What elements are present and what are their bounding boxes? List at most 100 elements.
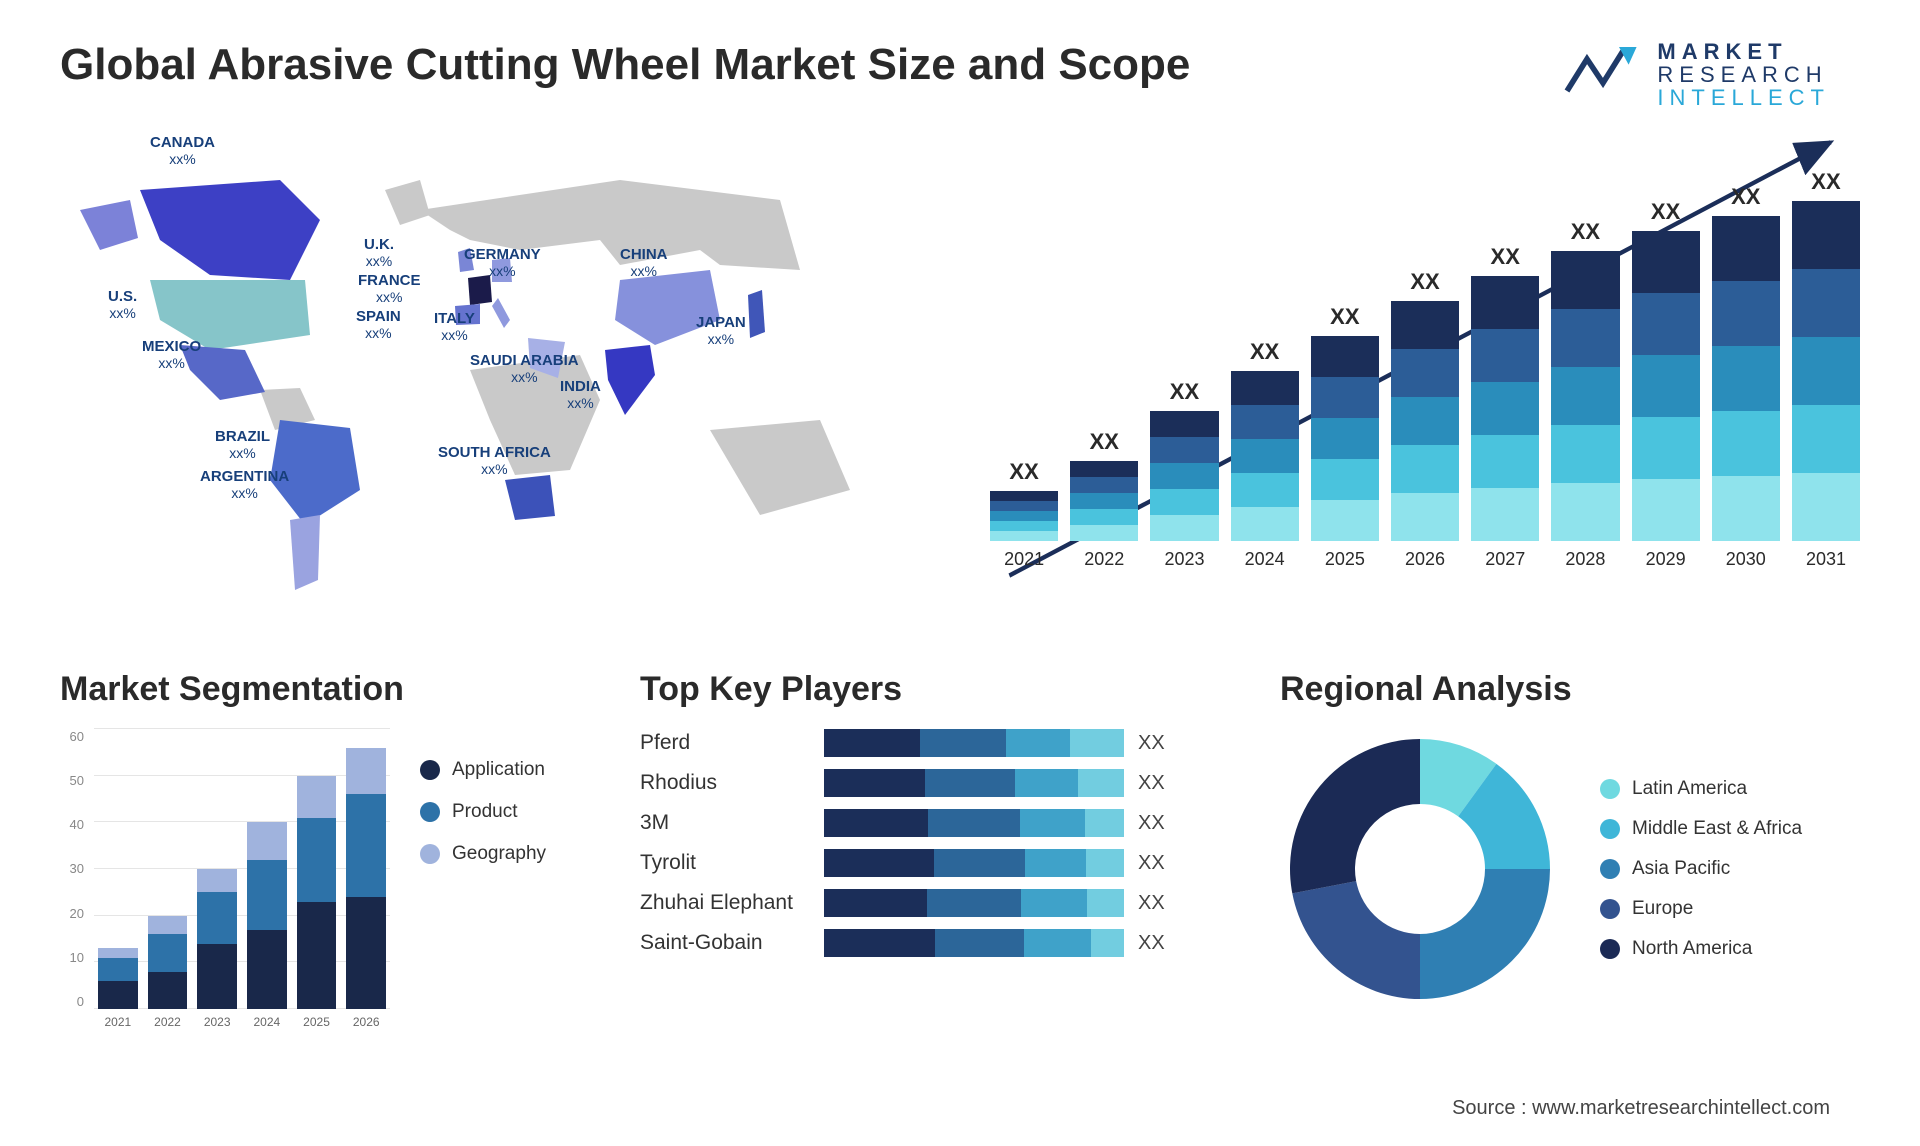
player-segment [1086,849,1124,877]
region-legend-item: Middle East & Africa [1600,818,1802,840]
forecast-value-label: XX [1009,459,1038,485]
player-segment [935,929,1024,957]
forecast-year-label: 2025 [1325,549,1365,570]
forecast-segment [1070,477,1138,493]
seg-segment [98,958,138,981]
player-segment [1024,929,1091,957]
forecast-segment [1712,346,1780,411]
player-row-zhuhai-elephant: Zhuhai Elephant XX [640,889,1200,917]
forecast-segment [1231,371,1299,405]
seg-year-label: 2025 [297,1015,337,1029]
seg-segment [346,794,386,897]
forecast-segment [990,531,1058,541]
forecast-segment [1792,405,1860,473]
country-italy [492,298,510,328]
donut-slice-asia-pacific [1420,869,1550,999]
seg-bar-2025 [297,776,337,1009]
legend-label: Product [452,801,517,823]
player-segment [824,889,927,917]
forecast-segment [1231,439,1299,473]
player-name: Tyrolit [640,851,810,875]
legend-label: Middle East & Africa [1632,818,1802,840]
legend-dot [420,802,440,822]
forecast-year-label: 2031 [1806,549,1846,570]
legend-label: Application [452,759,545,781]
player-segment [1070,729,1124,757]
region-legend-item: Europe [1600,898,1802,920]
country-japan [748,290,765,338]
seg-segment [247,930,287,1009]
seg-segment [98,948,138,957]
player-value: XX [1138,892,1165,915]
player-row-pferd: PferdXX [640,729,1200,757]
country-sa [505,475,555,520]
forecast-bar-2021: XX2021 [990,459,1058,570]
player-name: 3M [640,811,810,835]
forecast-segment [1311,500,1379,541]
player-name: Pferd [640,731,810,755]
country-alaska [80,200,138,250]
map-label-spain: SPAINxx% [356,308,401,343]
forecast-segment [1150,411,1218,437]
map-label-argentina: ARGENTINAxx% [200,468,289,503]
seg-segment [247,822,287,859]
legend-dot [1600,819,1620,839]
region-legend-item: Latin America [1600,778,1802,800]
seg-segment [297,818,337,902]
forecast-segment [1632,417,1700,479]
map-label-u.k.: U.K.xx% [364,236,394,271]
player-row-rhodius: RhodiusXX [640,769,1200,797]
forecast-value-label: XX [1250,339,1279,365]
map-landmass [710,420,850,515]
forecast-value-label: XX [1491,244,1520,270]
forecast-segment [1792,269,1860,337]
player-name: Zhuhai Elephant [640,891,810,915]
legend-dot [420,844,440,864]
forecast-segment [1471,435,1539,488]
forecast-segment [1471,276,1539,329]
players-section: Top Key Players PferdXXRhodiusXX3MXXTyro… [640,670,1200,1029]
player-segment [925,769,1015,797]
seg-year-label: 2024 [247,1015,287,1029]
player-bar [824,729,1124,757]
source-text: Source : www.marketresearchintellect.com [1452,1097,1830,1120]
forecast-bar-2029: XX2029 [1632,199,1700,570]
legend-label: Latin America [1632,778,1747,800]
forecast-segment [1311,377,1379,418]
forecast-segment [1311,459,1379,500]
forecast-year-label: 2027 [1485,549,1525,570]
country-india [605,345,655,415]
regional-donut [1280,729,1560,1009]
forecast-bar-2025: XX2025 [1311,304,1379,570]
forecast-segment [1471,329,1539,382]
player-bar [824,809,1124,837]
player-bar [824,769,1124,797]
player-segment [824,729,920,757]
forecast-segment [1632,479,1700,541]
forecast-value-label: XX [1410,269,1439,295]
forecast-segment [1632,355,1700,417]
seg-bar-2023 [197,869,237,1009]
brand-logo: MARKET RESEARCH INTELLECT [1563,40,1830,109]
map-label-italy: ITALYxx% [434,310,475,345]
forecast-value-label: XX [1811,169,1840,195]
country-argentina [290,515,320,590]
logo-line3: INTELLECT [1657,86,1830,109]
seg-year-label: 2021 [98,1015,138,1029]
forecast-segment [1792,473,1860,541]
forecast-chart: XX2021XX2022XX2023XX2024XX2025XX2026XX20… [980,120,1860,620]
forecast-bar-2022: XX2022 [1070,429,1138,570]
forecast-bar-2024: XX2024 [1231,339,1299,570]
forecast-segment [1632,293,1700,355]
map-label-india: INDIAxx% [560,378,601,413]
map-label-south-africa: SOUTH AFRICAxx% [438,444,551,479]
seg-bar-2026 [346,748,386,1009]
legend-label: Geography [452,843,546,865]
seg-ytick: 20 [60,906,84,921]
seg-segment [197,944,237,1009]
seg-segment [297,902,337,1009]
world-map: CANADAxx%U.S.xx%MEXICOxx%BRAZILxx%ARGENT… [60,120,920,620]
seg-segment [297,776,337,818]
forecast-segment [1391,493,1459,541]
forecast-bar-2027: XX 2027 [1471,244,1539,570]
